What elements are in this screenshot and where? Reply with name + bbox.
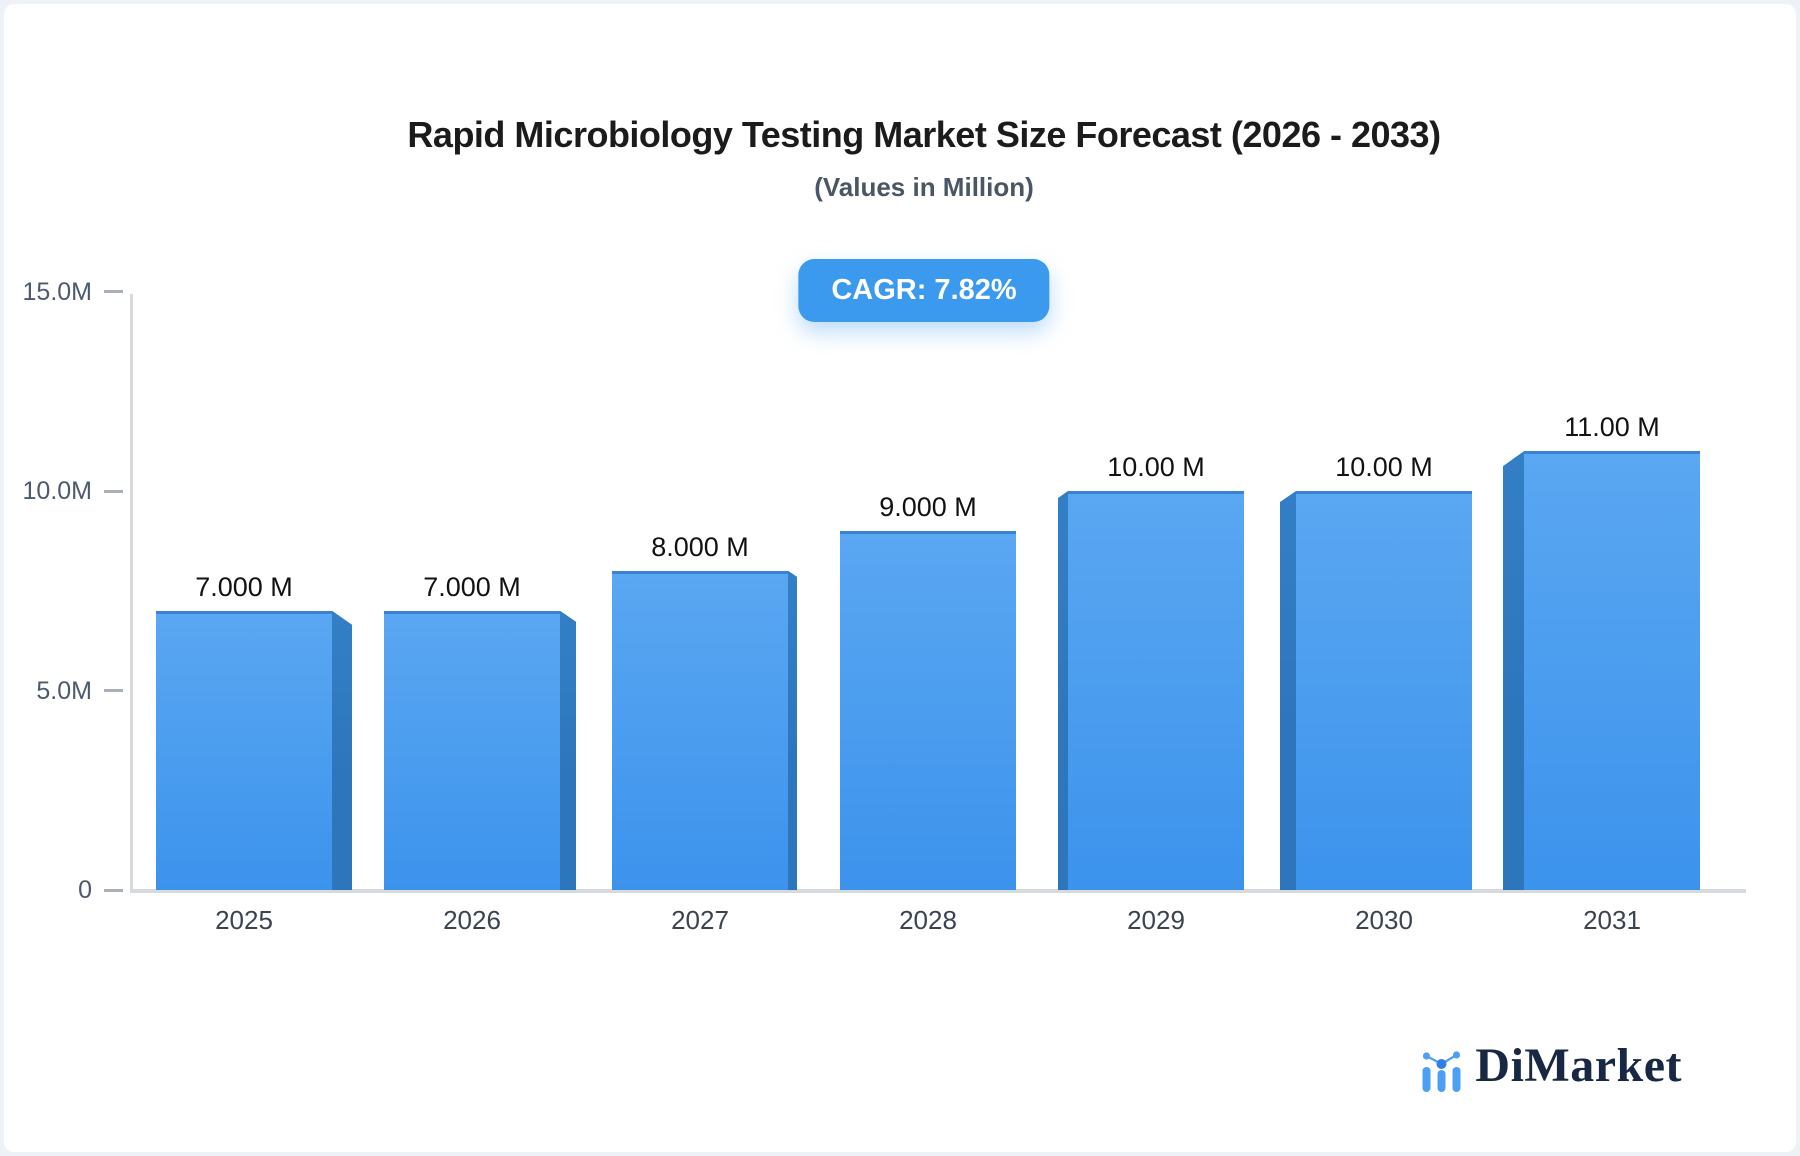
x-axis-label-2025: 2025 — [215, 905, 273, 935]
y-axis-tick — [104, 290, 123, 293]
bar-3d-side — [788, 570, 797, 890]
bar-3d-side — [1503, 451, 1524, 890]
bar-value-label: 10.00 M — [1107, 452, 1205, 482]
bar-2029[interactable] — [1068, 491, 1244, 890]
bar-3d-side — [560, 610, 576, 890]
cagr-badge: CAGR: 7.82% — [798, 259, 1050, 322]
bar-2030[interactable] — [1296, 491, 1472, 890]
bar-2031[interactable] — [1524, 451, 1700, 890]
dimarket-logo: DiMarket — [1421, 1040, 1682, 1092]
bar-3d-side — [1058, 491, 1068, 890]
x-axis-line — [130, 889, 1746, 893]
bar-2028[interactable] — [840, 530, 1016, 890]
chart-card: Rapid Microbiology Testing Market Size F… — [4, 4, 1796, 1152]
y-axis-tick-label: 0 — [78, 876, 92, 904]
bar-value-label: 7.000 M — [423, 571, 521, 602]
y-axis-tick — [104, 489, 123, 493]
bar-3d-side — [1280, 491, 1296, 890]
y-axis-tick — [104, 689, 123, 692]
y-axis-line — [130, 294, 133, 892]
bar-3d-side — [332, 610, 352, 890]
y-axis-tick-label: 5.0M — [36, 676, 92, 705]
bar-value-label: 7.000 M — [195, 571, 293, 602]
bar-2027[interactable] — [612, 570, 788, 890]
chart-title: Rapid Microbiology Testing Market Size F… — [407, 114, 1441, 155]
logo-wordmark: DiMarket — [1475, 1039, 1682, 1092]
y-axis-tick — [104, 888, 123, 892]
x-axis-label-2027: 2027 — [671, 905, 729, 935]
x-axis-label-2028: 2028 — [899, 905, 957, 935]
y-axis-tick-label: 15.0M — [22, 277, 92, 306]
plot-area: 0 5.0M 10.0M 15.0M 7.000 M 2025 7.000 M 2026 8.0… — [4, 4, 1796, 1152]
x-axis-label-2030: 2030 — [1355, 905, 1413, 935]
y-axis-tick-label: 10.0M — [22, 477, 92, 505]
x-axis-label-2026: 2026 — [443, 905, 501, 935]
bar-value-label: 11.00 M — [1564, 412, 1660, 443]
chart-subtitle: (Values in Million) — [814, 172, 1034, 202]
bar-value-label: 9.000 M — [879, 491, 977, 522]
bar-2025[interactable] — [156, 610, 332, 890]
bar-value-label: 8.000 M — [651, 531, 749, 562]
bar-value-label: 10.00 M — [1335, 452, 1433, 482]
x-axis-label-2031: 2031 — [1583, 905, 1641, 935]
x-axis-label-2029: 2029 — [1127, 905, 1185, 935]
bar-chart-logo-icon — [1422, 1051, 1461, 1092]
bar-2026[interactable] — [384, 610, 560, 890]
